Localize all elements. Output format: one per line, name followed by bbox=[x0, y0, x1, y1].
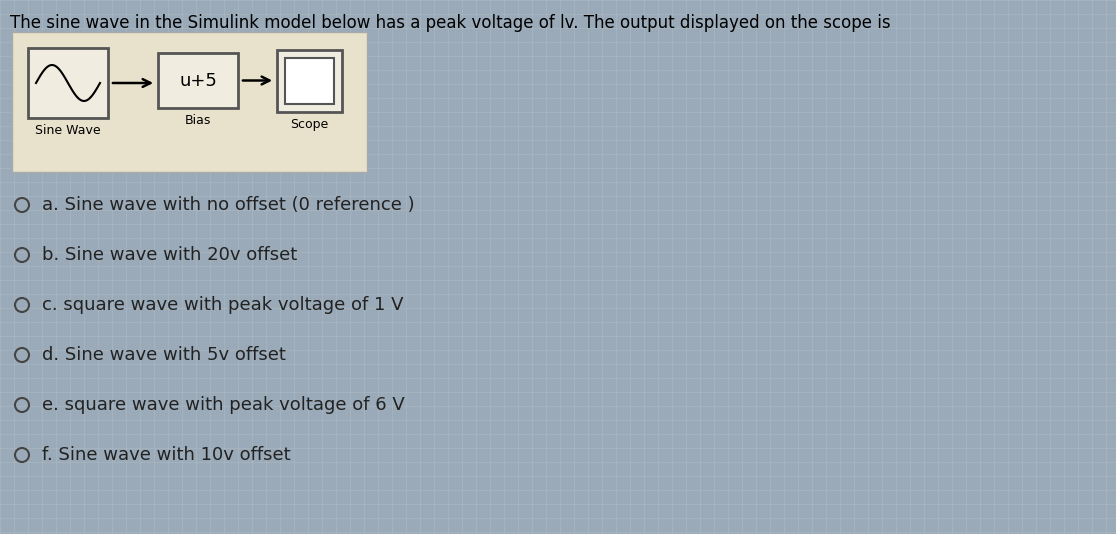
Text: d. Sine wave with 5v offset: d. Sine wave with 5v offset bbox=[42, 346, 286, 364]
Text: c. square wave with peak voltage of 1 V: c. square wave with peak voltage of 1 V bbox=[42, 296, 404, 314]
Text: a. Sine wave with no offset (0 reference ): a. Sine wave with no offset (0 reference… bbox=[42, 196, 415, 214]
Bar bbox=[28, 48, 108, 118]
Text: Bias: Bias bbox=[185, 114, 211, 127]
Bar bbox=[285, 58, 334, 104]
Text: f. Sine wave with 10v offset: f. Sine wave with 10v offset bbox=[42, 446, 290, 464]
Bar bbox=[277, 50, 341, 112]
Text: u+5: u+5 bbox=[179, 72, 217, 90]
Text: Scope: Scope bbox=[290, 118, 328, 131]
Text: The sine wave in the Simulink model below has a peak voltage of lv. The output d: The sine wave in the Simulink model belo… bbox=[10, 14, 891, 32]
Bar bbox=[158, 53, 238, 108]
Bar bbox=[12, 32, 367, 172]
Text: e. square wave with peak voltage of 6 V: e. square wave with peak voltage of 6 V bbox=[42, 396, 405, 414]
Text: b. Sine wave with 20v offset: b. Sine wave with 20v offset bbox=[42, 246, 297, 264]
Text: Sine Wave: Sine Wave bbox=[36, 124, 100, 137]
